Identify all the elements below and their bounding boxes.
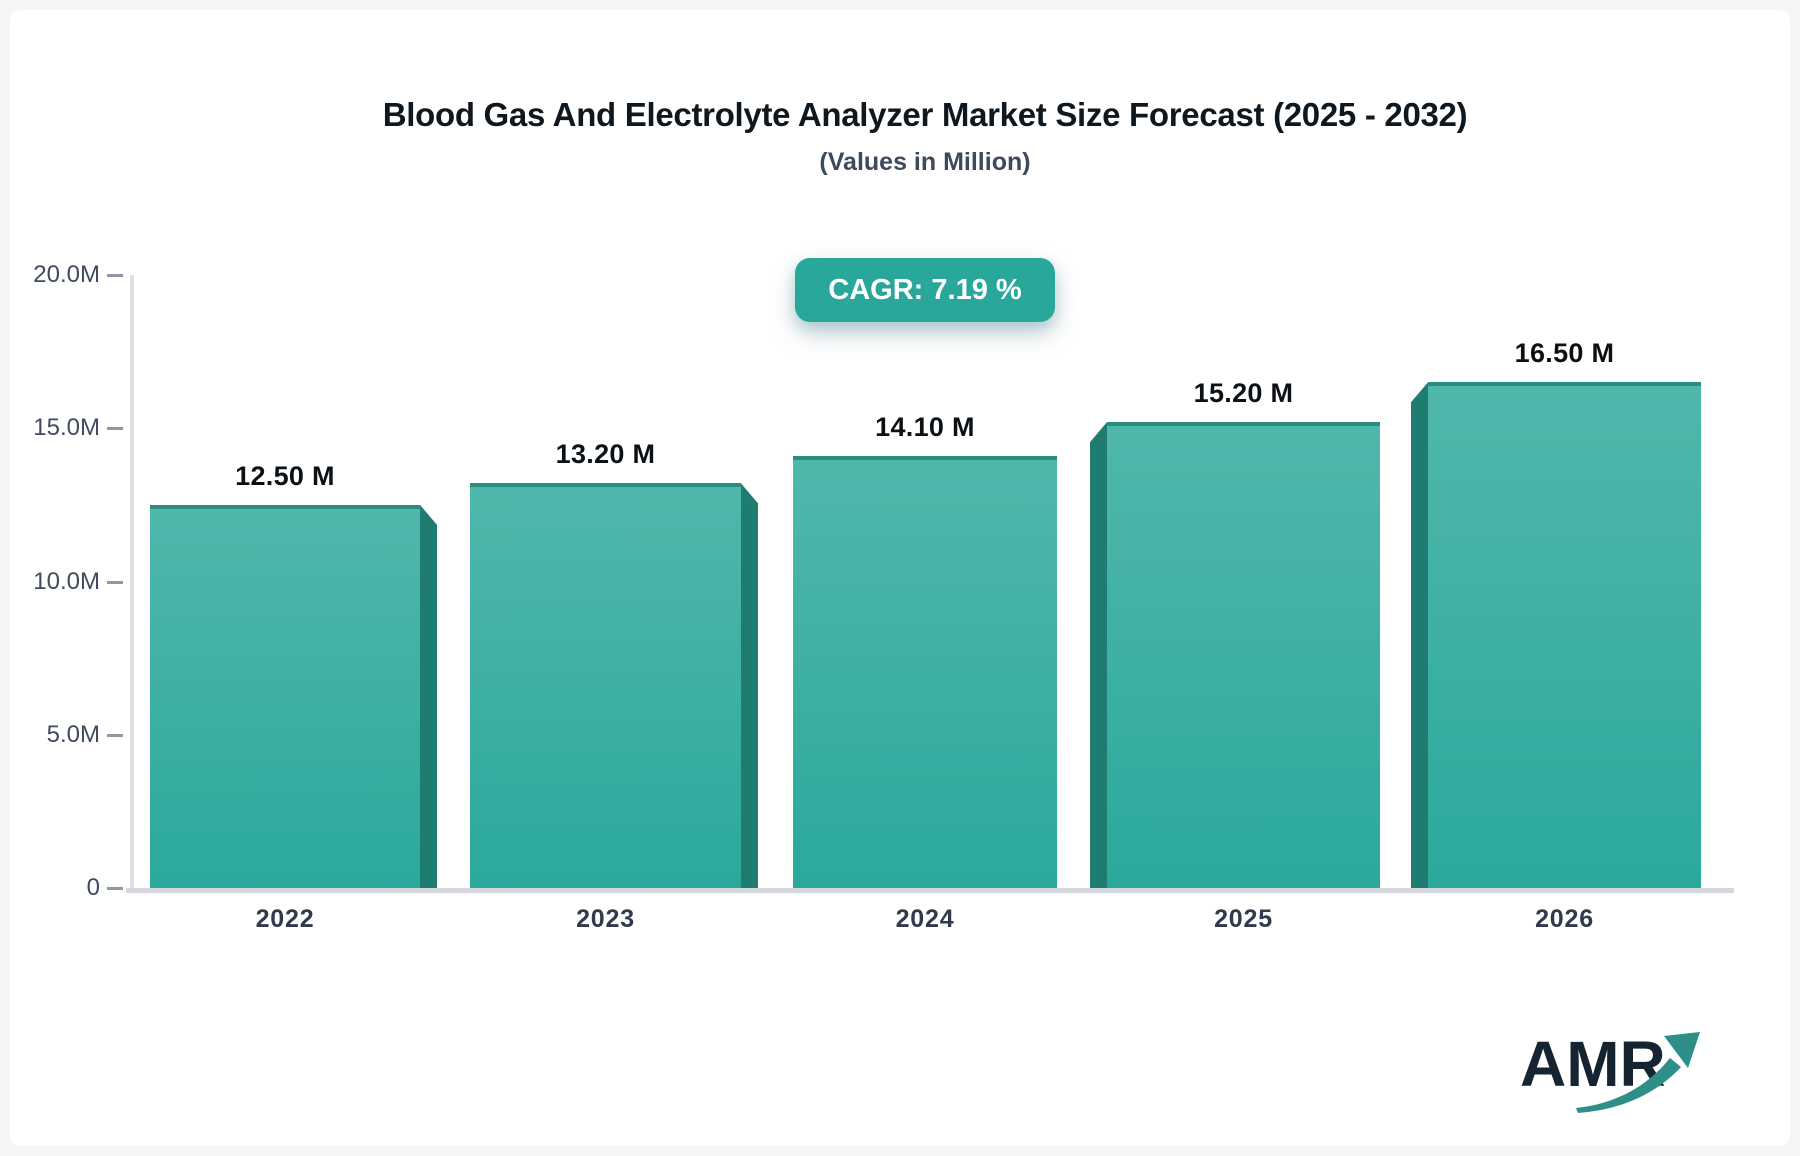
bar-side-3d (1411, 382, 1428, 888)
bar-2024 (793, 455, 1057, 888)
x-axis-label: 2024 (895, 905, 955, 933)
bar-2022 (150, 504, 420, 888)
amr-logo: AMR (1520, 1028, 1700, 1113)
x-axis-baseline (126, 888, 1734, 893)
y-axis-tick (107, 733, 123, 737)
x-axis-label: 2026 (1535, 905, 1594, 933)
x-axis-label: 2022 (255, 905, 315, 933)
amr-logo-arrow-head (1664, 1032, 1700, 1068)
y-axis-label: 15.0M (33, 414, 100, 442)
bar-2023 (470, 483, 741, 888)
y-axis-label: 10.0M (33, 567, 100, 595)
bar-2026 (1428, 382, 1701, 888)
y-axis-line (130, 275, 134, 892)
y-axis-label: 0 (86, 874, 100, 901)
bar-value-label: 13.20 M (555, 439, 656, 470)
bar-side-3d (741, 483, 758, 888)
chart-subtitle: (Values in Million) (819, 148, 1031, 176)
amr-logo-arrow-swoosh (1576, 1058, 1681, 1113)
y-axis-label: 20.0M (33, 261, 100, 288)
bar-value-label: 15.20 M (1193, 378, 1294, 409)
bar-side-3d (420, 504, 437, 888)
cagr-badge: CAGR: 7.19 % (795, 258, 1055, 322)
y-axis-label: 5.0M (46, 720, 100, 748)
bar-value-label: 12.50 M (235, 460, 335, 491)
bar-side-3d (1090, 422, 1107, 888)
y-axis-tick (107, 274, 123, 277)
x-axis-label: 2023 (576, 905, 635, 933)
bar-value-label: 16.50 M (1514, 338, 1615, 369)
bar-2025 (1107, 422, 1380, 888)
y-axis-tick (107, 887, 123, 890)
chart-title: Blood Gas And Electrolyte Analyzer Marke… (382, 96, 1468, 133)
bar-value-label: 14.10 M (875, 411, 975, 442)
x-axis-label: 2025 (1214, 905, 1273, 933)
cagr-badge-label: CAGR: 7.19 % (828, 273, 1022, 306)
y-axis-tick (107, 580, 123, 584)
y-axis-tick (107, 427, 123, 431)
